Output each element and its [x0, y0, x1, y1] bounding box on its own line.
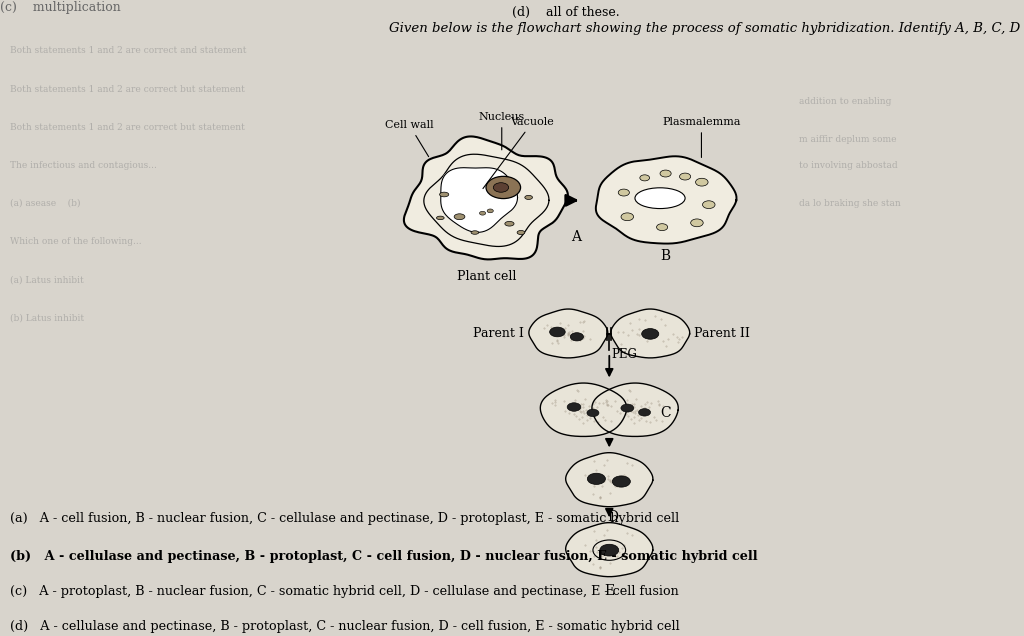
- Polygon shape: [610, 309, 690, 358]
- Polygon shape: [440, 168, 517, 232]
- Ellipse shape: [524, 195, 532, 200]
- Text: (b) Latus inhibit: (b) Latus inhibit: [10, 314, 84, 322]
- Ellipse shape: [439, 192, 449, 197]
- Text: (a) Latus inhibit: (a) Latus inhibit: [10, 275, 84, 284]
- Polygon shape: [565, 453, 653, 507]
- Circle shape: [487, 209, 494, 213]
- Text: D: D: [607, 510, 617, 524]
- Text: A: A: [571, 230, 582, 244]
- Text: m aiffir deplum some: m aiffir deplum some: [799, 135, 896, 144]
- Text: Both statements 1 and 2 are correct but statement: Both statements 1 and 2 are correct but …: [10, 123, 245, 132]
- Polygon shape: [596, 156, 736, 244]
- Circle shape: [656, 224, 668, 231]
- Circle shape: [695, 178, 708, 186]
- Circle shape: [479, 211, 485, 215]
- Text: addition to enabling: addition to enabling: [799, 97, 891, 106]
- Text: (d)    all of these.: (d) all of these.: [512, 6, 620, 19]
- Text: Parent II: Parent II: [694, 328, 751, 340]
- Text: The infectious and contagious...: The infectious and contagious...: [10, 161, 157, 170]
- Text: (a) asease    (b): (a) asease (b): [10, 199, 81, 208]
- Circle shape: [642, 329, 658, 339]
- Text: to involving abbostad: to involving abbostad: [799, 161, 897, 170]
- Circle shape: [588, 473, 605, 485]
- Text: (c)    multiplication: (c) multiplication: [0, 1, 121, 14]
- Circle shape: [612, 476, 631, 487]
- Ellipse shape: [635, 188, 685, 209]
- Polygon shape: [592, 383, 678, 436]
- Circle shape: [702, 201, 715, 209]
- Text: PEG: PEG: [611, 348, 637, 361]
- Circle shape: [550, 327, 565, 337]
- Ellipse shape: [436, 216, 444, 219]
- Circle shape: [621, 213, 634, 221]
- Circle shape: [639, 408, 650, 416]
- Circle shape: [690, 219, 703, 226]
- Text: Plasmalemma: Plasmalemma: [663, 117, 740, 158]
- Polygon shape: [403, 137, 568, 259]
- Ellipse shape: [505, 221, 514, 226]
- Circle shape: [680, 173, 690, 180]
- Circle shape: [618, 189, 630, 196]
- Ellipse shape: [471, 231, 478, 234]
- Ellipse shape: [486, 176, 520, 198]
- Text: C: C: [660, 406, 671, 420]
- Text: (a)   A - cell fusion, B - nuclear fusion, C - cellulase and pectinase, D - prot: (a) A - cell fusion, B - nuclear fusion,…: [10, 512, 680, 525]
- Text: Given below is the flowchart showing the process of somatic hybridization. Ident: Given below is the flowchart showing the…: [389, 22, 1024, 35]
- Circle shape: [660, 170, 671, 177]
- Text: (b)   A - cellulase and pectinase, B - protoplast, C - cell fusion, D - nuclear : (b) A - cellulase and pectinase, B - pro…: [10, 550, 758, 563]
- Polygon shape: [528, 309, 608, 358]
- Text: Both statements 1 and 2 are correct but statement: Both statements 1 and 2 are correct but …: [10, 85, 245, 93]
- Circle shape: [621, 404, 634, 412]
- Text: Cell wall: Cell wall: [385, 120, 434, 156]
- Text: Nucleus: Nucleus: [478, 112, 525, 150]
- Text: Plant cell: Plant cell: [457, 270, 516, 283]
- Circle shape: [640, 175, 649, 181]
- Circle shape: [567, 403, 581, 411]
- Text: Parent I: Parent I: [473, 328, 524, 340]
- Circle shape: [494, 183, 509, 192]
- Ellipse shape: [517, 230, 525, 235]
- Text: E: E: [604, 584, 614, 598]
- Text: Vacuole: Vacuole: [483, 117, 554, 188]
- Circle shape: [600, 544, 618, 556]
- Text: (d)   A - cellulase and pectinase, B - protoplast, C - nuclear fusion, D - cell : (d) A - cellulase and pectinase, B - pro…: [10, 620, 680, 633]
- Text: da lo braking she stan: da lo braking she stan: [799, 199, 900, 208]
- Text: Both statements 1 and 2 are correct and statement: Both statements 1 and 2 are correct and …: [10, 46, 247, 55]
- Polygon shape: [541, 383, 627, 436]
- Text: B: B: [660, 249, 671, 263]
- Text: Which one of the following...: Which one of the following...: [10, 237, 142, 246]
- Circle shape: [570, 333, 584, 341]
- Circle shape: [587, 409, 599, 417]
- Text: (c)   A - protoplast, B - nuclear fusion, C - somatic hybrid cell, D - cellulase: (c) A - protoplast, B - nuclear fusion, …: [10, 585, 679, 598]
- Ellipse shape: [455, 214, 465, 219]
- Polygon shape: [565, 523, 653, 577]
